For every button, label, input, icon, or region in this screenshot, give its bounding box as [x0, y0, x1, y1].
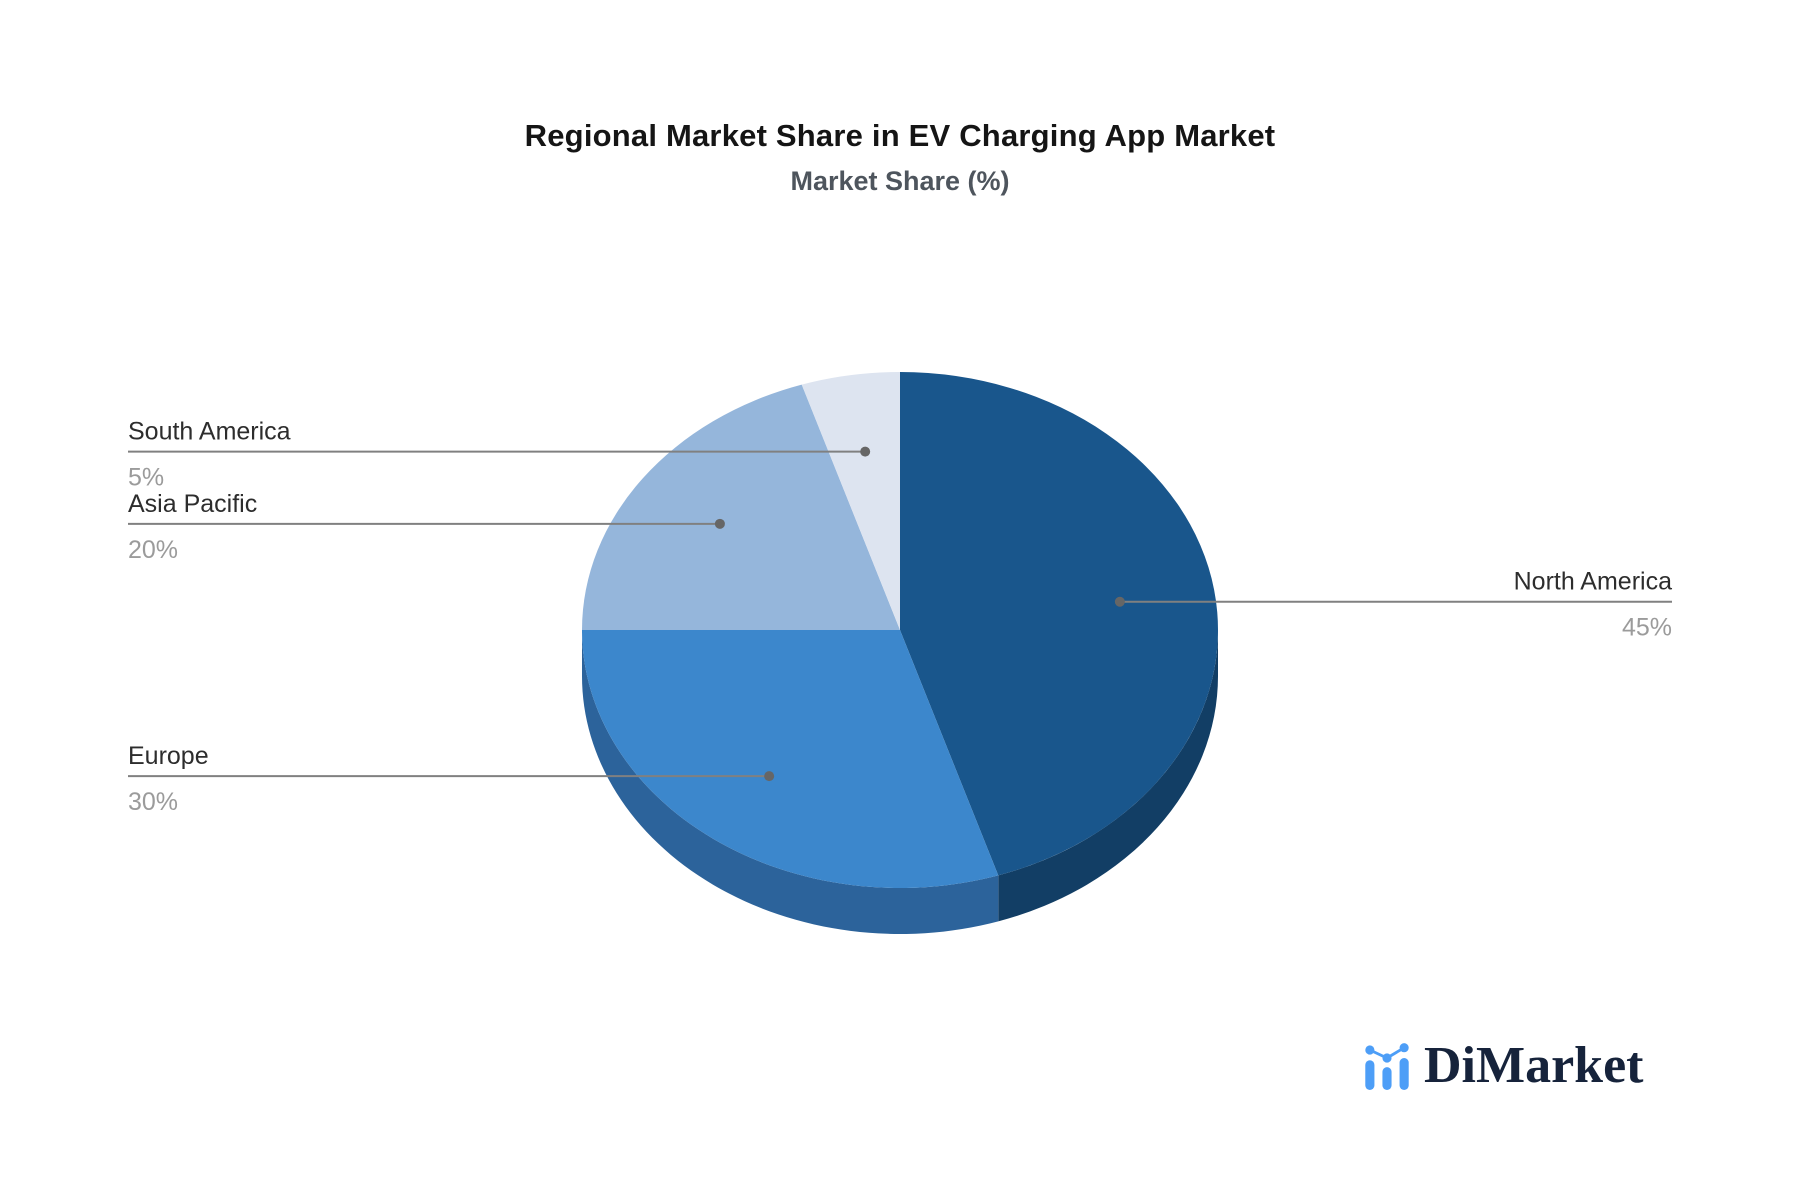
- leader-dot-europe: [764, 771, 775, 782]
- bar-chart-icon: [1365, 1043, 1409, 1090]
- pie-slice-depth-europe: [582, 630, 999, 934]
- slice-value-north-america: 45%: [1622, 614, 1672, 642]
- pie-slice-north-america[interactable]: [900, 372, 1218, 876]
- pie-slice-europe[interactable]: [582, 630, 999, 888]
- pie-slice-depth-north-america: [998, 630, 1218, 922]
- dimarket-logo-text: DiMarket: [1424, 1037, 1644, 1094]
- chart-title: Regional Market Share in EV Charging App…: [524, 118, 1276, 153]
- leader-dot-north-america: [1114, 596, 1125, 607]
- slice-value-asia-pacific: 20%: [128, 536, 178, 564]
- pie-slice-asia-pacific[interactable]: [582, 384, 900, 630]
- chart-subtitle: Market Share (%): [790, 166, 1010, 196]
- leader-dot-south-america: [860, 446, 871, 457]
- leader-dot-asia-pacific: [714, 518, 725, 529]
- slice-label-europe: Europe: [128, 742, 209, 770]
- pie-slice-south-america[interactable]: [801, 372, 900, 630]
- dimarket-logo: DiMarket: [1364, 1040, 1643, 1092]
- slice-value-south-america: 5%: [128, 464, 164, 492]
- slice-label-north-america: North America: [1514, 568, 1672, 596]
- slice-label-south-america: South America: [128, 418, 291, 446]
- slice-label-asia-pacific: Asia Pacific: [128, 490, 257, 518]
- slice-value-europe: 30%: [128, 788, 178, 816]
